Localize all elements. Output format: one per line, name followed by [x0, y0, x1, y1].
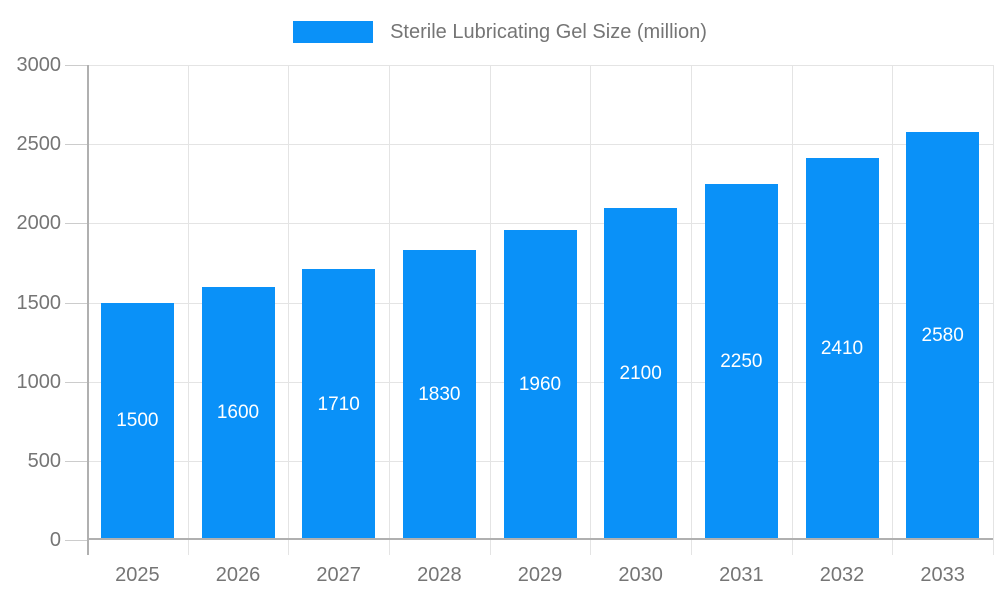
bar-2030[interactable] [604, 207, 678, 540]
gridline-vertical [691, 65, 692, 555]
bar-2033[interactable] [906, 131, 980, 540]
y-axis-line [87, 65, 89, 555]
bar-2025[interactable] [100, 302, 174, 540]
bar-2031[interactable] [704, 183, 778, 540]
legend-label: Sterile Lubricating Gel Size (million) [390, 21, 707, 43]
plot-area: 0 500 1000 1500 2000 2500 3000 1500 2025 1600 2026… [17, 54, 994, 586]
bar-value-label: 2100 [619, 362, 662, 384]
y-axis-tick [65, 302, 87, 304]
x-tick-label: 2031 [719, 564, 764, 586]
legend-swatch [293, 21, 374, 43]
bar-value-label: 2250 [720, 350, 763, 372]
bar-value-label: 1830 [418, 384, 461, 406]
gridline-vertical [288, 65, 290, 555]
gridline-horizontal [87, 65, 993, 66]
bar-value-label: 1500 [116, 410, 159, 432]
x-axis-line [87, 538, 993, 540]
x-tick-label: 2032 [819, 564, 865, 586]
y-tick-label: 1000 [16, 370, 62, 393]
bar-2029[interactable] [503, 229, 577, 540]
gridline-vertical [590, 65, 592, 555]
y-tick-label: 3000 [16, 54, 62, 76]
x-tick-label: 2026 [215, 564, 261, 586]
bar-value-label: 1600 [216, 402, 260, 424]
y-tick-label: 0 [49, 529, 61, 551]
x-tick-label: 2025 [115, 564, 160, 586]
gridline-vertical [791, 65, 793, 555]
bar-2028[interactable] [402, 250, 476, 540]
y-axis-tick [65, 460, 87, 462]
gridline-vertical [489, 65, 491, 555]
x-tick-label: 2028 [417, 564, 462, 586]
gridline-vertical [892, 65, 894, 555]
y-axis-tick [65, 381, 87, 383]
y-axis-tick [65, 65, 87, 66]
gridline-vertical [389, 65, 390, 555]
bar-value-label: 2410 [820, 338, 864, 360]
bar-2027[interactable] [302, 269, 376, 540]
gridline-horizontal [87, 223, 993, 225]
bar-value-label: 1710 [317, 393, 360, 415]
y-axis-tick [65, 223, 87, 225]
gridline-horizontal [87, 144, 993, 146]
y-axis-tick [65, 540, 87, 541]
bar-2026[interactable] [201, 286, 275, 540]
bar-value-label: 2580 [921, 324, 964, 346]
x-tick-label: 2027 [316, 564, 361, 586]
legend[interactable]: Sterile Lubricating Gel Size (million) [0, 21, 1000, 43]
bar-2032[interactable] [805, 158, 879, 540]
x-tick-label: 2033 [920, 564, 965, 586]
x-tick-label: 2029 [517, 564, 563, 586]
y-tick-label: 2500 [16, 133, 62, 156]
bar-value-label: 1960 [518, 373, 562, 395]
gridline-vertical [187, 65, 189, 555]
y-tick-label: 2000 [16, 212, 62, 235]
gridline-vertical [993, 65, 994, 555]
y-axis-tick [65, 144, 87, 146]
y-tick-label: 1500 [16, 291, 62, 314]
x-tick-label: 2030 [618, 564, 663, 586]
y-tick-label: 500 [27, 449, 61, 472]
